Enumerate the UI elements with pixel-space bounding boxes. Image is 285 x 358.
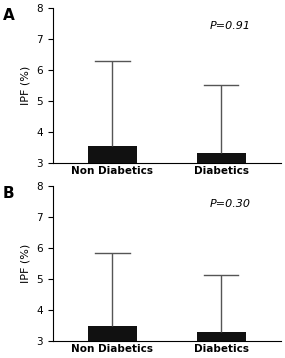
- Bar: [197, 154, 246, 163]
- Bar: [88, 325, 137, 341]
- Text: P=0.30: P=0.30: [210, 199, 251, 209]
- Text: B: B: [3, 187, 14, 202]
- Text: A: A: [3, 8, 14, 23]
- Y-axis label: IPF (%): IPF (%): [21, 66, 31, 105]
- Bar: [197, 332, 246, 341]
- Bar: [88, 146, 137, 163]
- Y-axis label: IPF (%): IPF (%): [21, 244, 31, 284]
- Text: P=0.91: P=0.91: [210, 20, 251, 30]
